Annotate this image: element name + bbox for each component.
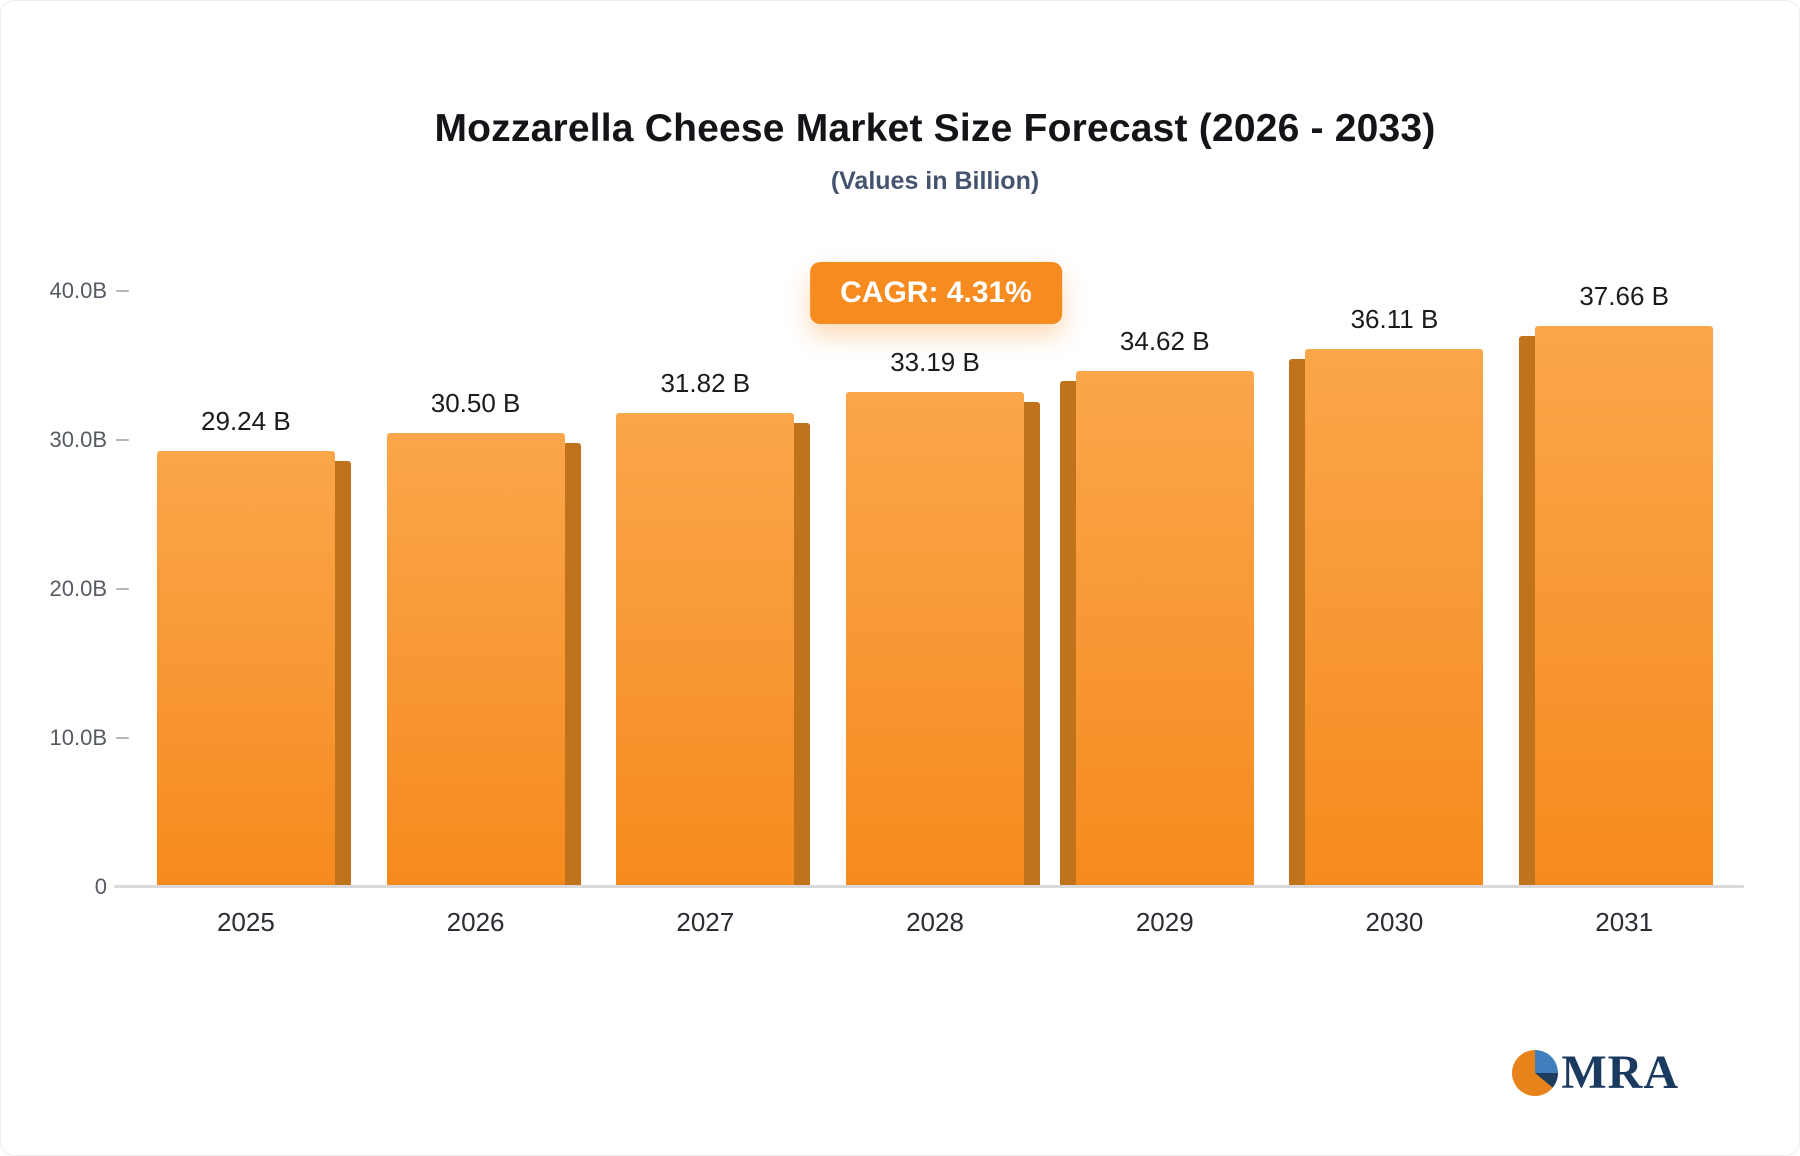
y-tick-mark-icon <box>116 439 129 441</box>
y-tick-mark-icon <box>116 588 129 590</box>
cagr-badge: CAGR: 4.31% <box>810 262 1062 324</box>
bar <box>156 451 351 887</box>
logo-text: MRA <box>1561 1046 1679 1099</box>
y-tick-mark-icon <box>116 290 129 292</box>
y-tick-label: 10.0B <box>49 725 108 750</box>
bar-group: 37.66 B 2031 <box>1509 281 1739 937</box>
bar-group: 31.82 B 2027 <box>590 291 820 937</box>
y-tick: 40.0B <box>49 278 129 304</box>
y-tick: 20.0B <box>49 576 129 602</box>
bar-value-label: 31.82 B <box>660 367 751 398</box>
bar <box>846 392 1041 887</box>
y-tick: 10.0B <box>49 725 129 751</box>
x-axis-label: 2025 <box>216 907 275 937</box>
y-tick-label: 0 <box>94 874 107 899</box>
bar-value-label: 33.19 B <box>890 347 980 378</box>
bar-value-label: 36.11 B <box>1350 303 1439 334</box>
bar-value-label: 37.66 B <box>1579 280 1669 311</box>
y-tick: 30.0B <box>49 427 129 453</box>
logo: MRA <box>1512 1049 1679 1097</box>
bar <box>616 412 811 888</box>
chart-title: Mozzarella Cheese Market Size Forecast (… <box>434 107 1436 150</box>
x-axis-label: 2031 <box>1595 907 1654 937</box>
y-tick-mark-icon <box>116 737 129 739</box>
bar-group: 29.24 B 2025 <box>131 291 361 937</box>
bar-value-label: 30.50 B <box>430 387 521 418</box>
x-axis-label: 2027 <box>676 907 735 937</box>
logo-pie-icon <box>1512 1050 1559 1096</box>
y-tick-label: 30.0B <box>49 427 108 452</box>
x-axis-label: 2030 <box>1365 907 1424 937</box>
bar-group: 34.62 B 2029 <box>1050 291 1280 937</box>
bar-value-label: 34.62 B <box>1119 326 1210 357</box>
chart-header: Mozzarella Cheese Market Size Forecast (… <box>131 107 1739 196</box>
y-tick-label: 40.0B <box>49 278 108 303</box>
bars: 29.24 B 2025 30.50 B 2026 31.82 B 2027 33.19 B… <box>131 281 1739 937</box>
bar-group: 33.19 B 2028 <box>820 291 1050 937</box>
bar-value-label: 29.24 B <box>201 406 291 437</box>
bar <box>1289 348 1484 888</box>
chart-subtitle: (Values in Billion) <box>830 167 1040 195</box>
x-axis-line <box>114 885 1744 888</box>
bar-group: 30.50 B 2026 <box>361 291 591 937</box>
bar <box>1519 325 1714 888</box>
x-axis-label: 2028 <box>906 907 964 937</box>
bar <box>386 432 581 888</box>
y-axis: 40.0B 30.0B 20.0B 10.0B 0 <box>1 278 131 899</box>
x-axis-label: 2029 <box>1135 907 1194 937</box>
bar-group: 36.11 B 2030 <box>1280 291 1510 937</box>
bar <box>1059 371 1254 887</box>
y-tick-label: 20.0B <box>49 576 108 601</box>
x-axis-label: 2026 <box>446 907 505 937</box>
